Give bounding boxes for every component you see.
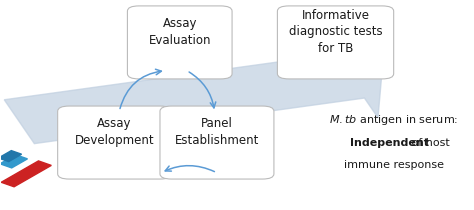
FancyBboxPatch shape xyxy=(58,106,172,179)
Polygon shape xyxy=(4,34,382,144)
Text: Panel
Establishment: Panel Establishment xyxy=(175,117,259,147)
Text: Assay
Evaluation: Assay Evaluation xyxy=(148,17,211,47)
Polygon shape xyxy=(1,161,51,187)
FancyBboxPatch shape xyxy=(128,6,232,79)
Text: Assay
Development: Assay Development xyxy=(75,117,155,147)
Polygon shape xyxy=(0,155,27,168)
FancyBboxPatch shape xyxy=(277,6,394,79)
Text: immune response: immune response xyxy=(344,160,444,171)
Text: of host: of host xyxy=(408,138,449,148)
Text: $\it{M.tb}$ antigen in serum:: $\it{M.tb}$ antigen in serum: xyxy=(329,113,458,127)
Text: Informative
diagnostic tests
for TB: Informative diagnostic tests for TB xyxy=(289,9,383,55)
Polygon shape xyxy=(0,151,22,162)
Text: Independent: Independent xyxy=(349,138,428,148)
FancyBboxPatch shape xyxy=(160,106,274,179)
